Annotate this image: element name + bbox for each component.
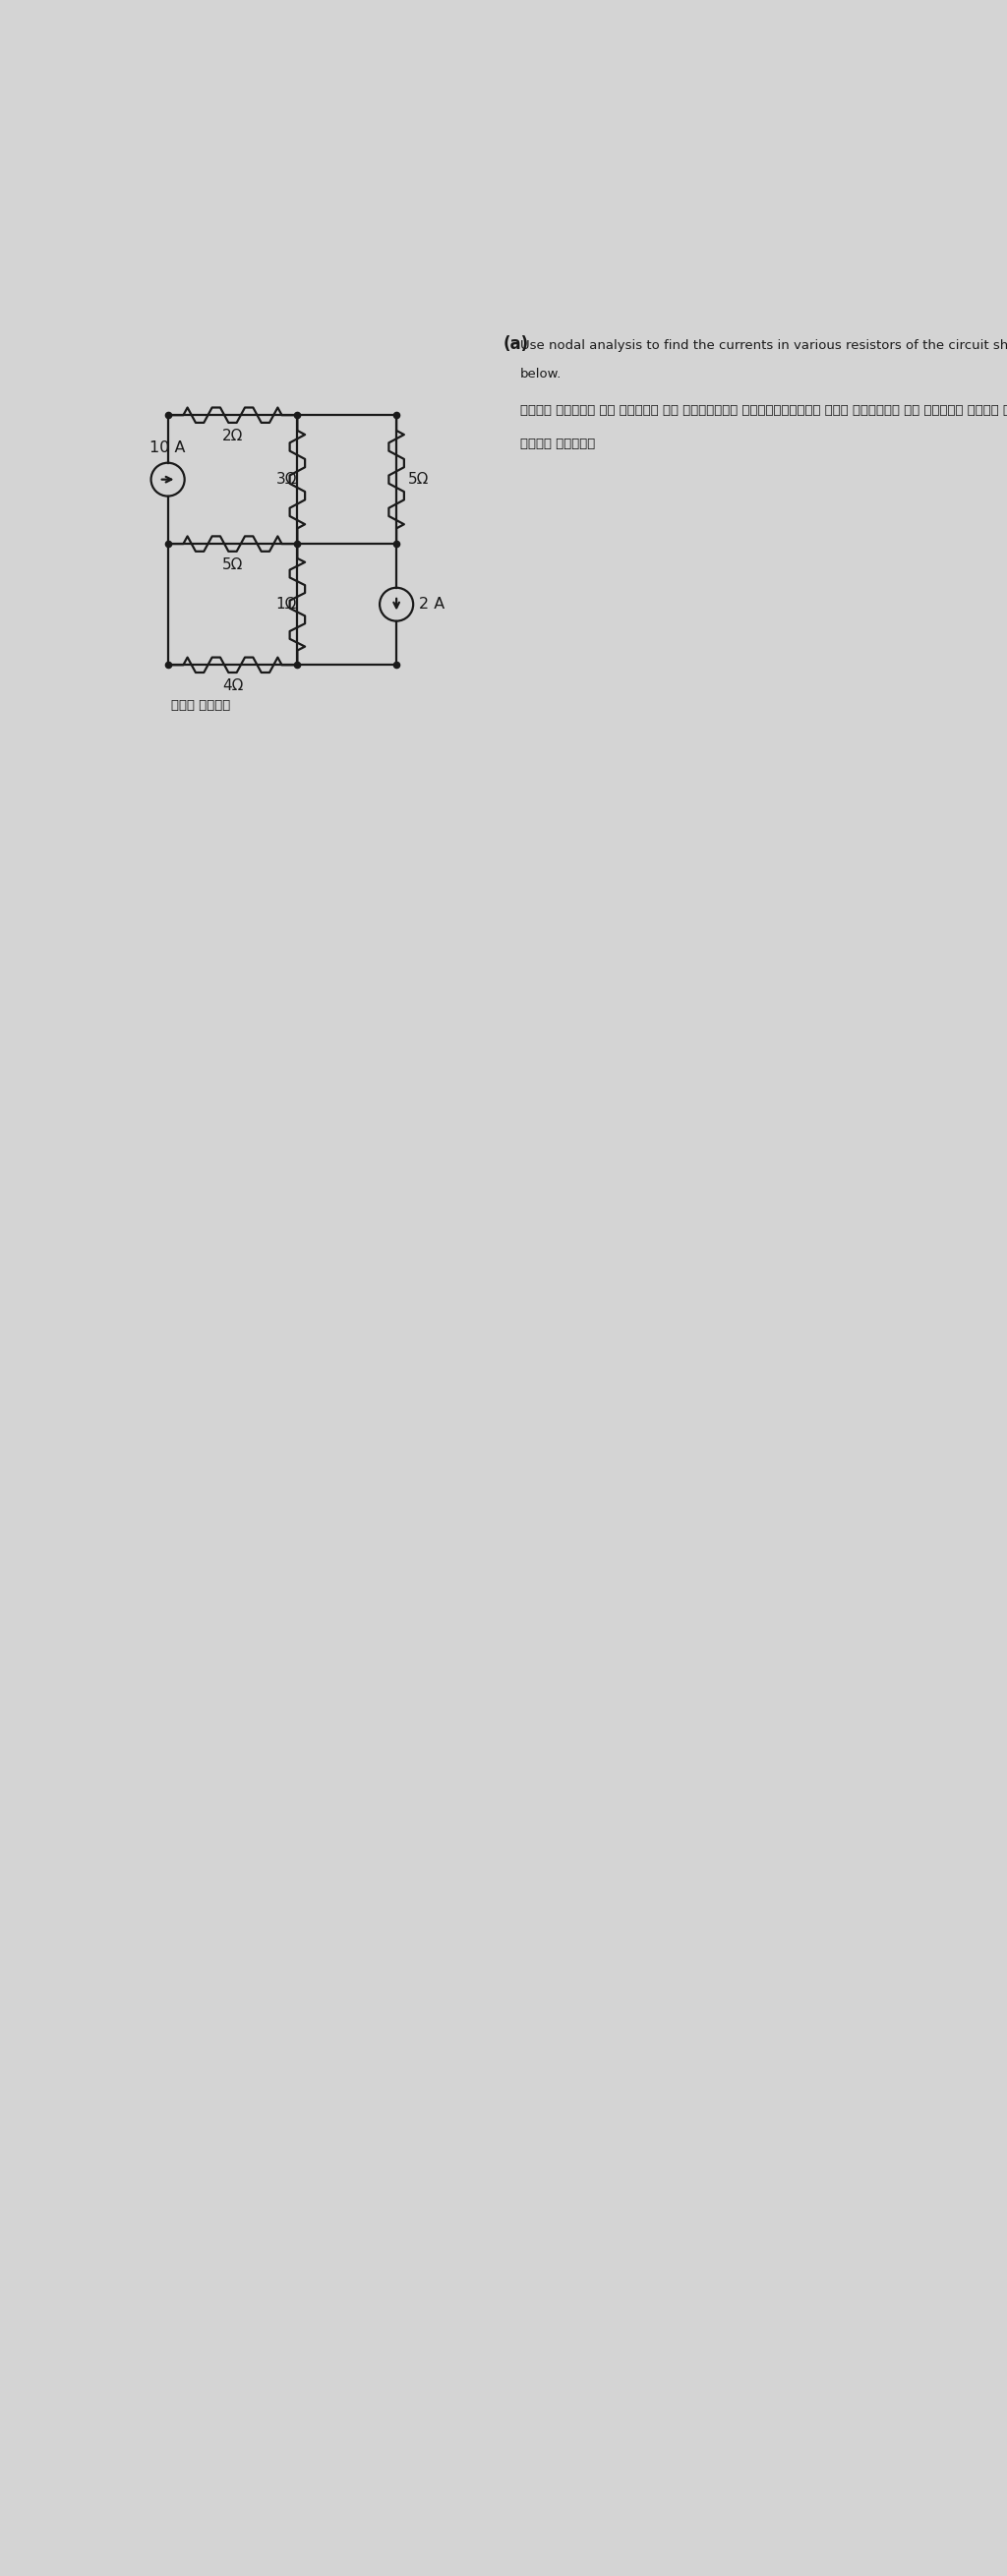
Text: 4Ω: 4Ω — [223, 677, 243, 693]
Text: 5Ω: 5Ω — [408, 471, 429, 487]
Text: नाट किए।: नाट किए। — [171, 698, 231, 711]
Text: 3Ω: 3Ω — [276, 471, 297, 487]
Text: विधि कीजए।: विधि कीजए। — [520, 438, 595, 451]
Text: 2 A: 2 A — [419, 598, 445, 611]
Text: (a): (a) — [504, 335, 529, 353]
Text: Use nodal analysis to find the currents in various resistors of the circuit show: Use nodal analysis to find the currents … — [520, 340, 1007, 353]
Text: 5Ω: 5Ω — [223, 556, 243, 572]
Text: below.: below. — [520, 368, 562, 381]
Text: 2Ω: 2Ω — [223, 428, 243, 443]
Text: 10 A: 10 A — [150, 440, 185, 456]
Text: 1Ω: 1Ω — [276, 598, 297, 611]
Text: नीचे दिखाए गए परिपथ की विभिन्न प्रतिरोधों में धाराओं को ज्ञात करने के लिए नोडल व: नीचे दिखाए गए परिपथ की विभिन्न प्रतिरोधो… — [520, 404, 1007, 417]
